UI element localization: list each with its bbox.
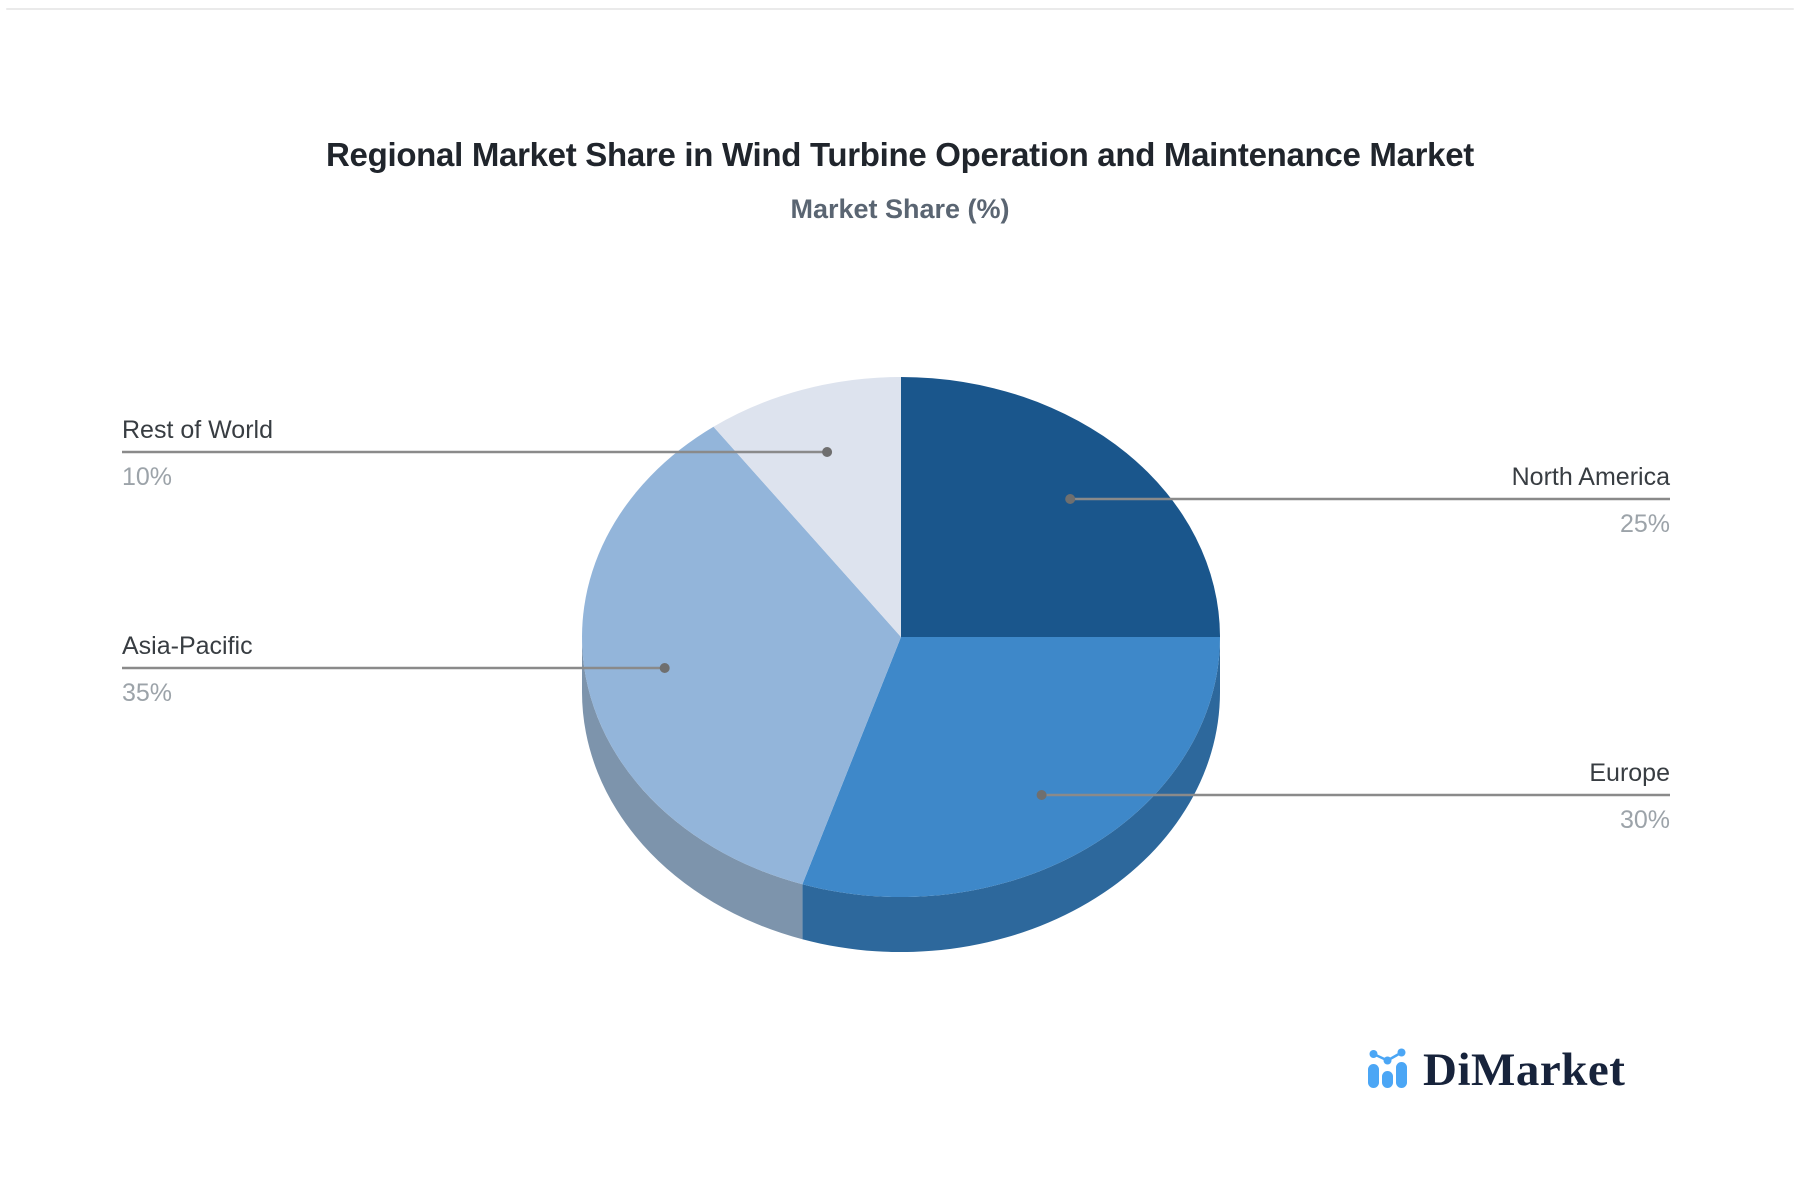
chart-title: Regional Market Share in Wind Turbine Op… [326,136,1474,173]
callout-dot [659,663,670,673]
slice-label: North America [1511,463,1670,491]
slice-value: 35% [122,679,173,707]
callout-dot [1036,790,1047,800]
logo-dot [1397,1048,1406,1057]
brand-logo: DiMarket [1366,1042,1626,1096]
pie-slice-side-asia-pacific [582,637,803,940]
logo-bar [1368,1064,1379,1088]
card-top-edge [6,8,1794,10]
slice-label: Rest of World [122,416,273,444]
pie-slice-europe [802,637,1220,898]
pie-slice-north-america [901,377,1220,637]
chart-subtitle: Market Share (%) [790,194,1010,224]
pie-slice-asia-pacific [582,426,901,885]
logo-dot [1369,1050,1378,1058]
logo-dot [1383,1056,1392,1065]
slice-value: 10% [122,463,173,491]
callout-dot [822,447,833,457]
slice-value: 25% [1619,510,1670,538]
logo-bar [1396,1062,1407,1088]
brand-logo-text: DiMarket [1423,1044,1626,1096]
slice-value: 30% [1619,806,1670,834]
logo-bar [1382,1071,1393,1088]
bar-chart-logo-icon [1368,1048,1407,1088]
callout-dot [1065,494,1076,504]
pie-slice-side-europe [802,637,1220,953]
slice-label: Europe [1589,759,1670,787]
pie-slice-rest-of-world [713,377,901,637]
slice-label: Asia-Pacific [122,632,253,660]
